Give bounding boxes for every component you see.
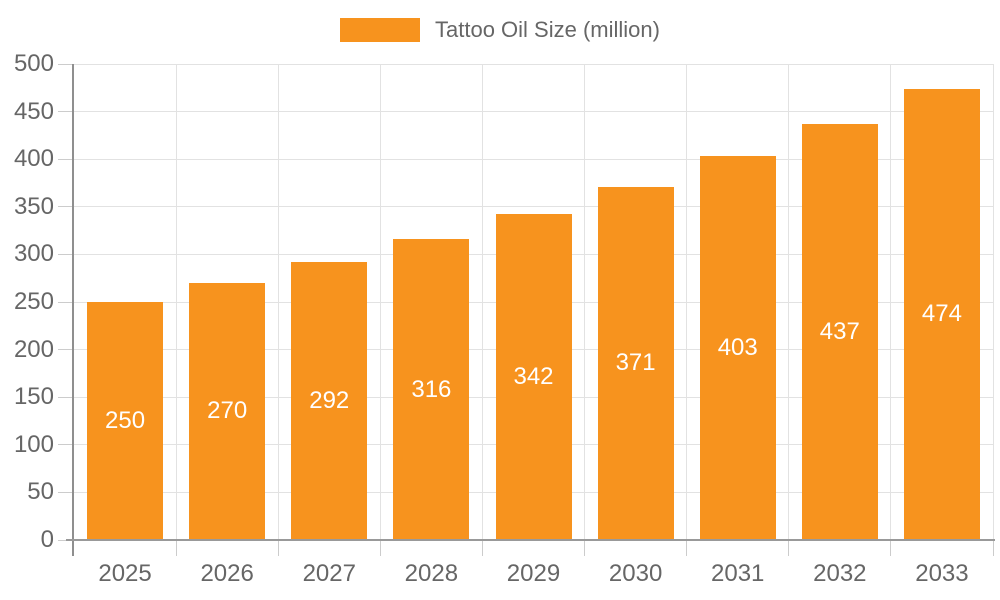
x-tick-mark [175,540,177,556]
y-tick-label: 200 [13,335,54,363]
bar-value-label: 250 [105,407,146,434]
gridline-vertical [481,64,483,540]
y-tick-mark [58,63,74,65]
x-tick-label: 2028 [404,560,459,587]
y-tick-mark [58,396,74,398]
bar: 342 [495,214,572,540]
gridline-vertical [584,64,586,540]
gridline-vertical [277,64,279,540]
gridline-horizontal [74,111,993,113]
gridline-vertical [686,64,688,540]
x-tick-mark [584,540,586,556]
y-tick-label: 400 [13,145,54,173]
y-tick-mark [58,253,74,255]
bar-value-label: 437 [819,317,860,345]
y-tick-label: 100 [13,430,54,458]
y-tick-mark [58,301,74,303]
gridline-vertical [890,64,892,540]
x-tick-mark [788,540,790,556]
y-tick-label: 250 [13,288,54,315]
bar-value-label: 342 [513,363,554,391]
y-tick-label: 350 [13,192,54,220]
x-axis-line [66,539,995,541]
x-tick-label: 2027 [302,560,356,587]
y-tick-mark [58,491,74,493]
y-tick-label: 0 [40,526,54,553]
x-tick-mark [379,540,381,556]
x-tick-mark [890,540,892,556]
y-tick-label: 50 [27,478,54,506]
bar: 403 [699,156,776,540]
x-tick-label: 2033 [915,560,969,587]
gridline-horizontal [74,63,993,65]
y-axis-line [72,64,74,556]
y-tick-mark [58,206,74,208]
bar-value-label: 474 [921,300,962,328]
bar-value-label: 270 [207,397,248,425]
y-tick-mark [58,444,74,446]
x-tick-mark [686,540,688,556]
legend-label: Tattoo Oil Size (million) [435,17,660,42]
gridline-vertical [379,64,381,540]
y-tick-label: 450 [13,97,54,125]
y-tick-label: 300 [13,240,54,268]
bar: 437 [801,123,878,540]
x-tick-label: 2031 [711,560,765,587]
gridline-vertical [175,64,177,540]
bar: 474 [903,88,980,540]
x-tick-label: 2025 [98,560,152,587]
bar-value-label: 403 [717,334,758,362]
chart-legend: Tattoo Oil Size (million) [0,18,1000,42]
legend-item[interactable]: Tattoo Oil Size (million) [340,18,660,42]
gridline-vertical [788,64,790,540]
x-tick-label: 2026 [200,560,254,587]
gridline-horizontal [74,206,993,208]
x-tick-mark [481,540,483,556]
y-tick-mark [58,349,74,351]
bar: 371 [597,186,674,540]
y-tick-mark [58,158,74,160]
gridline-vertical [992,64,994,540]
gridline-horizontal [74,158,993,160]
bar-value-label: 316 [411,375,452,403]
y-tick-label: 150 [13,383,54,411]
bar: 292 [291,262,368,540]
x-tick-mark [992,540,994,556]
legend-swatch [340,18,421,42]
bar-value-label: 292 [309,387,350,414]
x-tick-label: 2030 [608,560,663,587]
bar: 250 [87,302,164,540]
y-tick-mark [58,111,74,113]
bar-value-label: 371 [615,349,656,377]
x-tick-mark [277,540,279,556]
y-tick-label: 500 [13,50,54,77]
x-tick-label: 2029 [506,560,561,587]
bar: 316 [393,239,470,540]
bar: 270 [189,282,266,540]
x-tick-label: 2032 [813,560,867,587]
